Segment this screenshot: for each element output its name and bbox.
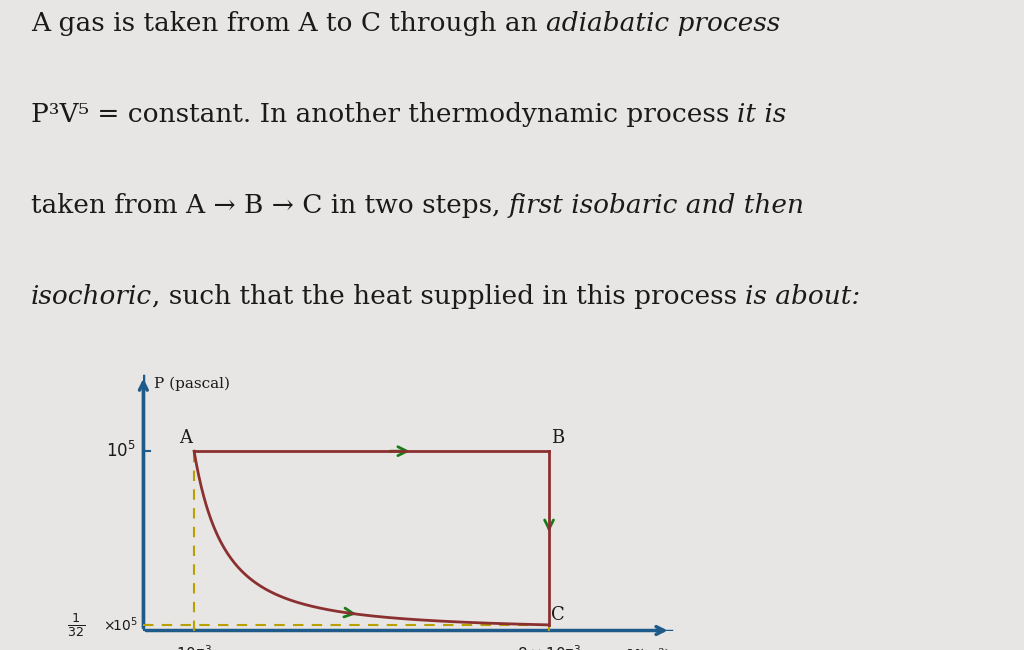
Text: first isobaric and then: first isobaric and then xyxy=(509,193,805,218)
Text: isochoric: isochoric xyxy=(31,284,152,309)
Text: C: C xyxy=(551,606,565,623)
Text: , such that the heat supplied in this process: , such that the heat supplied in this pr… xyxy=(152,284,745,309)
Text: P³V⁵ = constant. In another thermodynamic process: P³V⁵ = constant. In another thermodynami… xyxy=(31,102,737,127)
Text: taken from A → B → C in two steps,: taken from A → B → C in two steps, xyxy=(31,193,509,218)
Text: $8 \times 10^{-3}$: $8 \times 10^{-3}$ xyxy=(517,645,582,650)
Text: V(m³): V(m³) xyxy=(627,649,671,650)
Text: $\frac{1}{32}$: $\frac{1}{32}$ xyxy=(67,611,85,639)
Text: is about:: is about: xyxy=(745,284,860,309)
Text: A gas is taken from A to C through an: A gas is taken from A to C through an xyxy=(31,11,546,36)
Text: P (pascal): P (pascal) xyxy=(154,377,230,391)
Text: $\times\!10^5$: $\times\!10^5$ xyxy=(103,616,138,634)
Text: it is: it is xyxy=(737,102,786,127)
Text: $10^5$: $10^5$ xyxy=(105,441,135,461)
Text: adiabatic process: adiabatic process xyxy=(546,11,780,36)
Text: $10^{-3}$: $10^{-3}$ xyxy=(176,645,212,650)
Text: B: B xyxy=(551,429,564,447)
Text: A: A xyxy=(179,429,191,447)
